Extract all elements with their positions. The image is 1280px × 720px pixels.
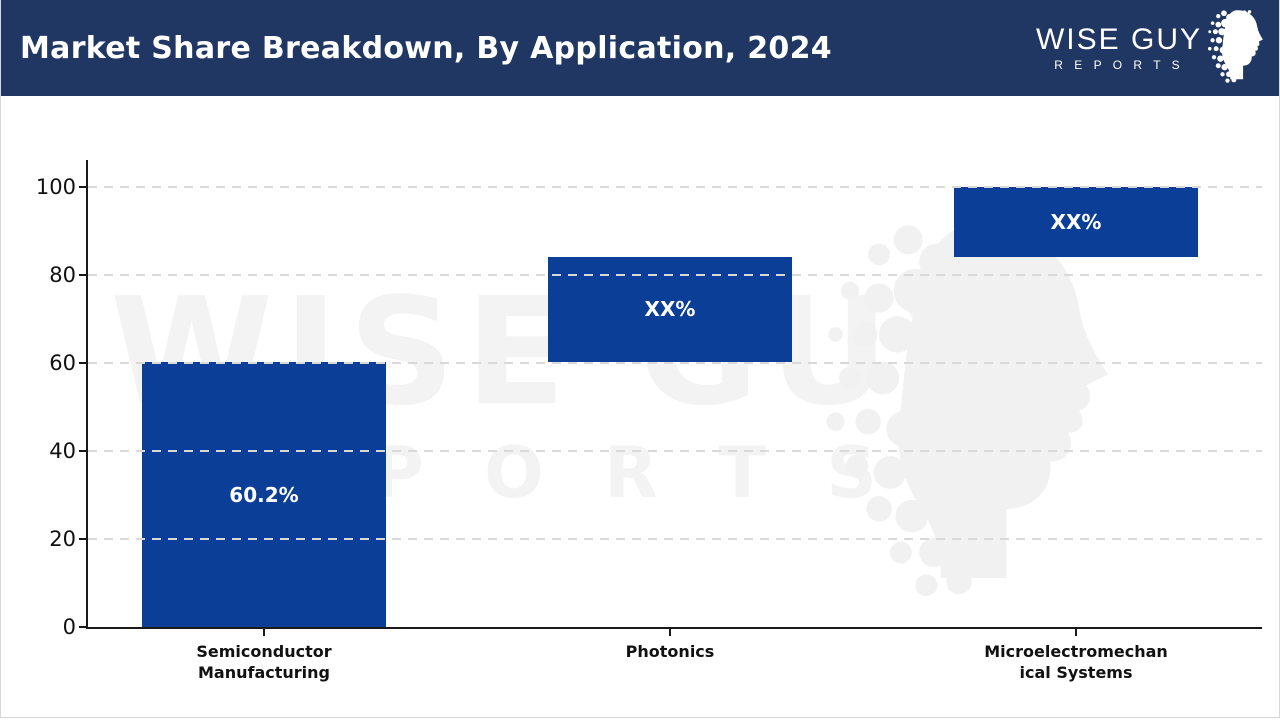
y-axis-tick-label: 100 [35, 175, 76, 199]
x-axis-tick [1075, 628, 1077, 636]
gridline [88, 362, 1262, 364]
y-axis-line [86, 160, 88, 629]
logo-wise-guy-label: WISE GUY [1035, 23, 1202, 56]
category-label: Photonics [625, 642, 715, 661]
gridline [88, 186, 1262, 188]
y-axis-tick [79, 362, 88, 364]
y-axis-tick-label: 60 [49, 351, 76, 375]
category-label: Microelectromechan ical Systems [984, 642, 1168, 682]
wise-guy-reports-logo: WISE GUY R E P O R T S [1036, 9, 1280, 87]
header: Market Share Breakdown, By Application, … [0, 0, 1280, 96]
bar-segment: 60.2% [142, 362, 386, 627]
y-axis-tick [79, 186, 88, 188]
gridline [88, 274, 1262, 276]
bar-value-label: 60.2% [229, 482, 299, 507]
logo-text: WISE GUY R E P O R T S [1035, 23, 1202, 72]
y-axis-tick [79, 274, 88, 276]
y-axis-tick-label: 80 [49, 263, 76, 287]
x-axis-tick [669, 628, 671, 636]
y-axis-tick [79, 626, 88, 628]
y-axis-tick-label: 40 [49, 439, 76, 463]
category-label: Semiconductor Manufacturing [196, 642, 332, 682]
y-axis-tick-label: 0 [62, 615, 76, 639]
bar-segment: XX% [548, 256, 792, 363]
y-axis-tick [79, 450, 88, 452]
bar-segment: XX% [954, 187, 1198, 257]
bar-value-label: XX% [644, 297, 696, 322]
y-axis-tick [79, 538, 88, 540]
watermark-head-icon [805, 218, 1135, 618]
y-axis-tick-label: 20 [49, 527, 76, 551]
gridline [88, 450, 1262, 452]
logo-reports-label: R E P O R T S [1054, 58, 1184, 72]
x-axis-line [86, 627, 1262, 629]
gridline [88, 538, 1262, 540]
logo-head-icon [1204, 9, 1268, 87]
page-title: Market Share Breakdown, By Application, … [20, 30, 832, 66]
bar-value-label: XX% [1050, 209, 1102, 234]
x-axis-tick [263, 628, 265, 636]
